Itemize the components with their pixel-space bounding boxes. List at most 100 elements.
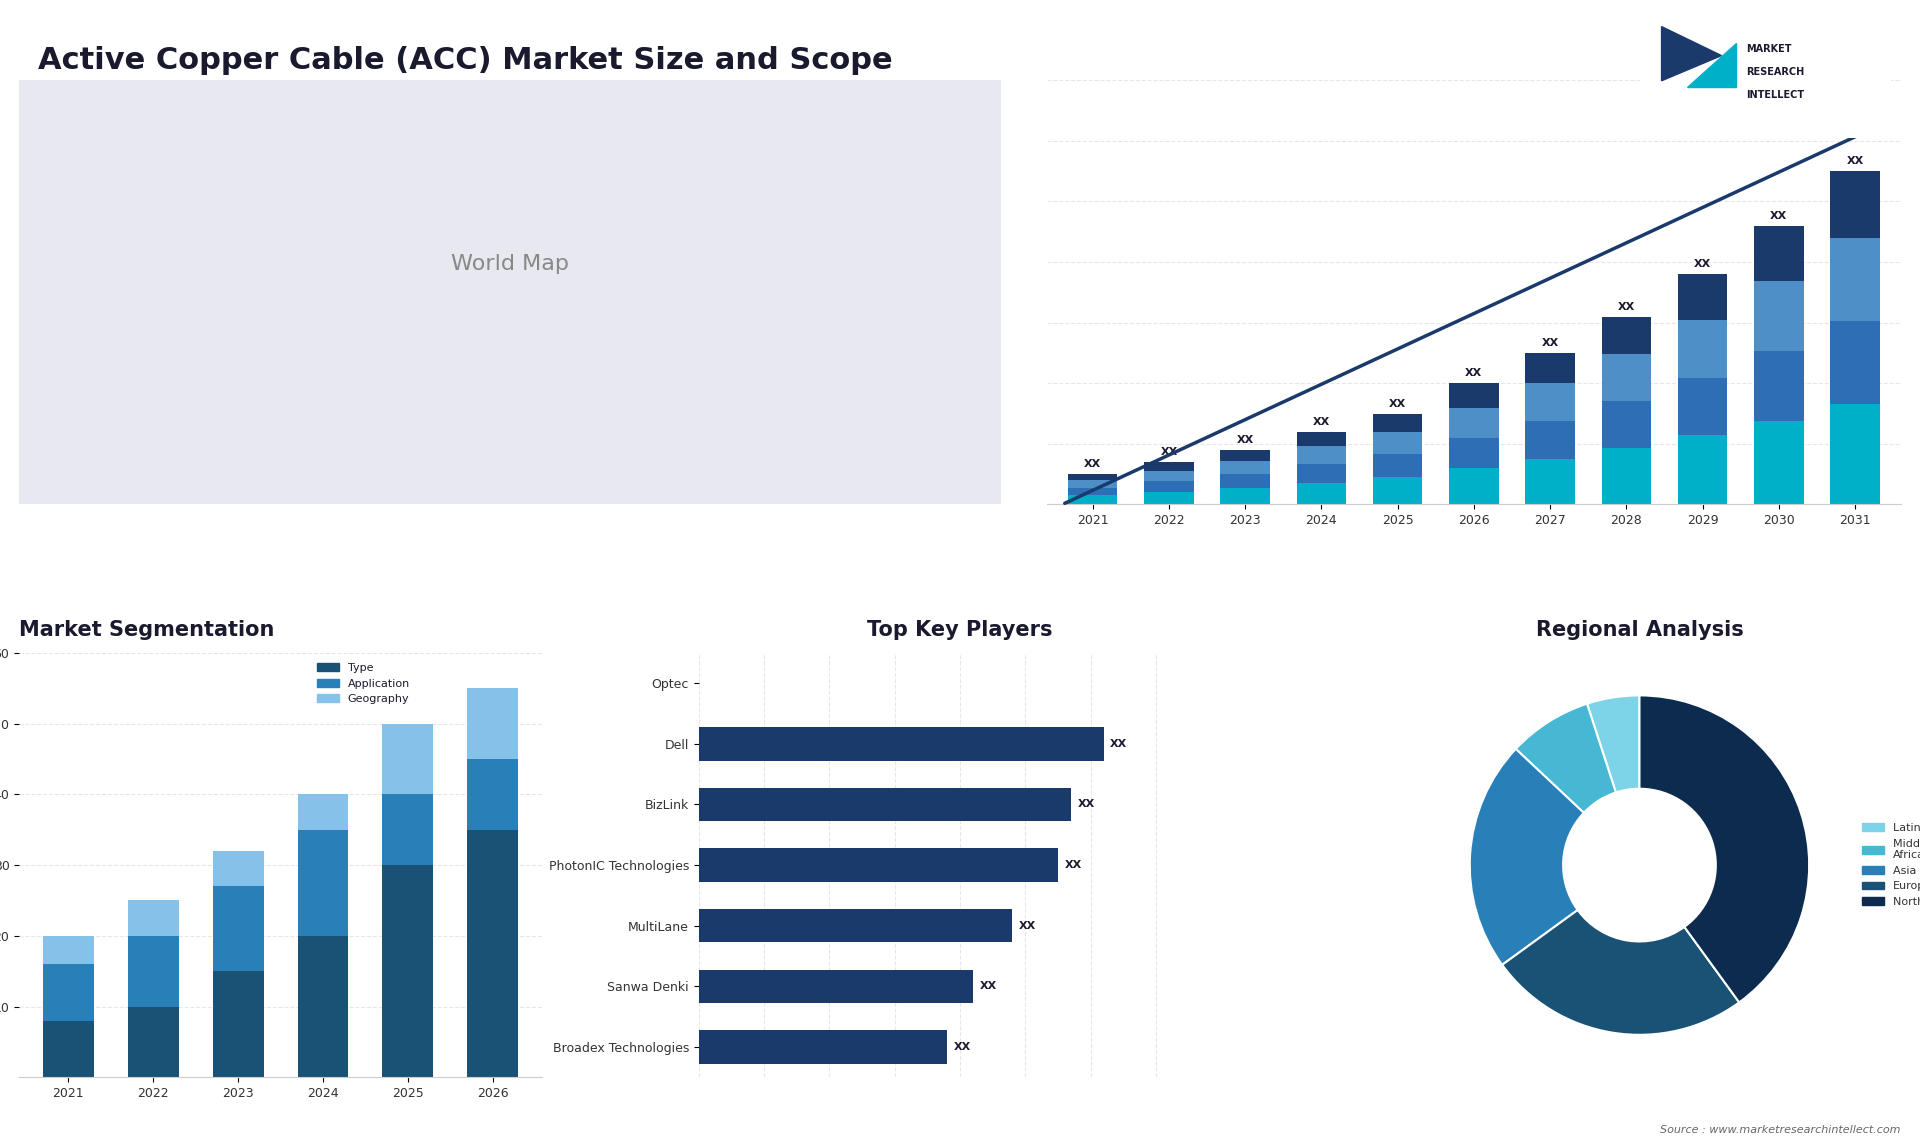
Bar	[129, 901, 179, 936]
Bar	[1144, 471, 1194, 481]
Bar	[382, 865, 434, 1077]
Bar	[382, 794, 434, 865]
Polygon shape	[1661, 26, 1722, 81]
Bar	[1068, 480, 1117, 488]
Title: Regional Analysis: Regional Analysis	[1536, 620, 1743, 641]
Bar	[1755, 282, 1803, 351]
Bar	[382, 723, 434, 794]
Text: MARKET: MARKET	[1747, 45, 1791, 54]
Bar	[1755, 351, 1803, 421]
Bar	[1678, 320, 1728, 378]
Text: XX: XX	[1693, 259, 1711, 269]
Text: Active Copper Cable (ACC) Market Size and Scope: Active Copper Cable (ACC) Market Size an…	[38, 46, 893, 74]
Bar	[298, 936, 348, 1077]
Bar	[1755, 226, 1803, 282]
Text: XX: XX	[1077, 800, 1094, 809]
Bar	[1601, 316, 1651, 354]
Text: XX: XX	[1064, 861, 1081, 870]
Text: Source : www.marketresearchintellect.com: Source : www.marketresearchintellect.com	[1661, 1124, 1901, 1135]
Bar	[1221, 450, 1269, 461]
Wedge shape	[1515, 704, 1617, 813]
Circle shape	[1563, 788, 1716, 942]
Bar	[1524, 353, 1574, 383]
Bar	[1296, 432, 1346, 446]
Bar	[1678, 274, 1728, 320]
Text: XX: XX	[1313, 417, 1331, 427]
Bar	[467, 830, 518, 1077]
Bar	[213, 886, 263, 971]
Bar	[1601, 448, 1651, 504]
Bar	[1450, 383, 1500, 408]
Text: XX: XX	[1388, 399, 1405, 409]
Bar	[1601, 401, 1651, 448]
Bar	[1144, 492, 1194, 504]
Bar	[1144, 462, 1194, 471]
Polygon shape	[1686, 42, 1736, 87]
Text: INTELLECT: INTELLECT	[1747, 89, 1805, 100]
FancyBboxPatch shape	[1636, 9, 1897, 140]
Bar	[213, 971, 263, 1077]
Bar	[1524, 421, 1574, 460]
Bar	[1221, 474, 1269, 488]
Bar	[298, 794, 348, 830]
Bar	[1830, 405, 1880, 504]
Bar	[1678, 378, 1728, 435]
Bar	[1296, 464, 1346, 482]
Text: XX: XX	[979, 981, 996, 991]
Bar	[699, 728, 1104, 761]
Bar	[1221, 461, 1269, 474]
Text: Market Segmentation: Market Segmentation	[19, 620, 275, 641]
Bar	[699, 848, 1058, 881]
Bar	[1068, 474, 1117, 480]
Bar	[1068, 495, 1117, 504]
Bar	[1221, 488, 1269, 504]
Text: XX: XX	[1020, 920, 1037, 931]
Text: XX: XX	[1085, 460, 1102, 470]
Bar	[1450, 408, 1500, 438]
Bar	[213, 851, 263, 886]
Bar	[699, 1030, 947, 1063]
Bar	[1830, 171, 1880, 238]
Wedge shape	[1471, 749, 1584, 965]
Bar	[699, 909, 1012, 942]
Bar	[699, 970, 973, 1003]
Bar	[1373, 455, 1423, 477]
Bar	[1450, 438, 1500, 468]
Bar	[467, 689, 518, 759]
Text: XX: XX	[1465, 368, 1482, 378]
Text: XX: XX	[1542, 338, 1559, 348]
Text: XX: XX	[1236, 435, 1254, 445]
Title: Top Key Players: Top Key Players	[868, 620, 1052, 641]
Bar	[1450, 468, 1500, 504]
Bar	[467, 759, 518, 830]
Bar	[1373, 477, 1423, 504]
Legend: Latin America, Middle East &
Africa, Asia Pacific, Europe, North America: Latin America, Middle East & Africa, Asi…	[1857, 818, 1920, 911]
Text: XX: XX	[1770, 211, 1788, 221]
Bar	[1601, 354, 1651, 401]
Bar	[1144, 481, 1194, 492]
Bar	[1678, 435, 1728, 504]
Text: XX: XX	[1160, 447, 1177, 457]
Legend: Type, Application, Geography: Type, Application, Geography	[313, 659, 415, 708]
Bar	[42, 936, 94, 964]
Bar	[42, 964, 94, 1021]
Text: RESEARCH: RESEARCH	[1747, 66, 1805, 77]
Bar	[1068, 488, 1117, 495]
Bar	[1524, 383, 1574, 421]
Bar	[298, 830, 348, 936]
Text: XX: XX	[1619, 301, 1636, 312]
Wedge shape	[1640, 696, 1809, 1003]
Bar	[1296, 446, 1346, 464]
Bar	[1830, 321, 1880, 405]
Bar	[1755, 421, 1803, 504]
Wedge shape	[1588, 696, 1640, 793]
Text: XX: XX	[1847, 156, 1864, 166]
Bar	[42, 1021, 94, 1077]
Bar	[129, 936, 179, 1006]
Bar	[1524, 460, 1574, 504]
Bar	[1830, 238, 1880, 321]
Text: XX: XX	[954, 1042, 972, 1052]
Bar	[699, 787, 1071, 822]
Text: XX: XX	[1110, 739, 1127, 748]
Bar	[1296, 482, 1346, 504]
